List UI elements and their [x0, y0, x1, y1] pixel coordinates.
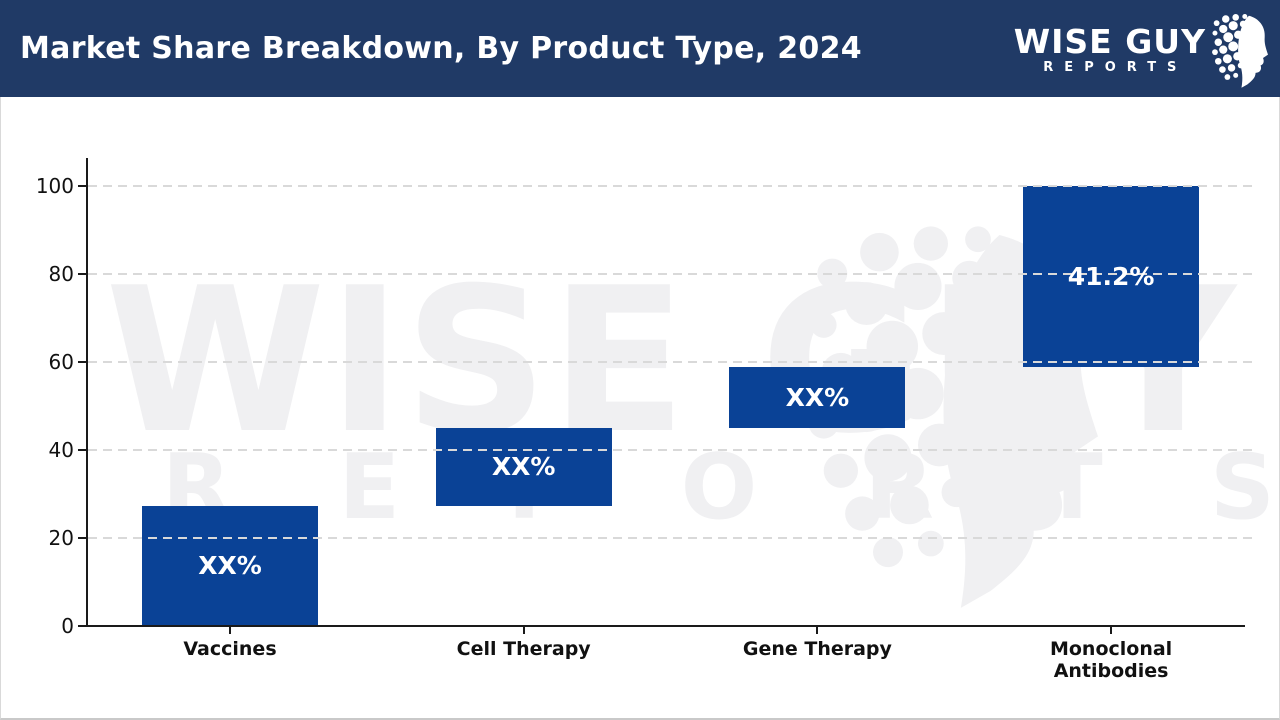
y-tick-label-0: 0 — [61, 614, 74, 638]
bar-cell-therapy: XX% — [435, 428, 612, 506]
y-tick-40 — [78, 449, 88, 451]
gridline-60 — [88, 361, 1253, 363]
y-tick-0 — [78, 625, 88, 627]
y-tick-80 — [78, 273, 88, 275]
gridline-100 — [88, 185, 1253, 187]
x-tick-vaccines — [229, 626, 231, 634]
bar-value-label: XX% — [198, 551, 262, 581]
gridline-40 — [88, 449, 1253, 451]
logo-text: WISE GUY REPORTS — [1014, 24, 1206, 76]
y-tick-label-40: 40 — [48, 438, 74, 462]
y-tick-100 — [78, 185, 88, 187]
gridline-80 — [88, 273, 1253, 275]
category-label-gene-therapy: Gene Therapy — [742, 638, 892, 660]
y-tick-20 — [78, 537, 88, 539]
logo-wordmark: WISE GUY — [1013, 22, 1206, 61]
x-tick-cell-therapy — [522, 626, 525, 634]
y-tick-60 — [78, 361, 88, 363]
category-label-vaccines: Vaccines — [183, 638, 277, 660]
y-tick-label-20: 20 — [48, 526, 74, 550]
x-axis-line — [86, 625, 1245, 627]
x-tick-gene-therapy — [816, 626, 819, 634]
logo-subtext: REPORTS — [1043, 60, 1188, 75]
bar-gene-therapy: XX% — [729, 367, 906, 428]
bar-vaccines: XX% — [142, 505, 318, 626]
category-label-cell-therapy: Cell Therapy — [456, 638, 591, 660]
y-tick-label-80: 80 — [48, 262, 74, 286]
x-tick-monoclonal-antibodies — [1110, 626, 1113, 634]
y-tick-label-100: 100 — [35, 174, 74, 198]
bar-value-label: XX% — [491, 452, 556, 482]
wise-guy-logo: WISE GUY REPORTS — [1014, 8, 1268, 92]
bar-value-label: 41.2% — [1067, 262, 1155, 292]
y-axis-line — [86, 158, 88, 627]
bar-monoclonal-antibodies: 41.2% — [1023, 186, 1200, 368]
page-title: Market Share Breakdown, By Product Type,… — [20, 31, 862, 66]
category-label-monoclonal-antibodies: Monoclonal Antibodies — [1049, 638, 1173, 682]
y-tick-label-60: 60 — [48, 350, 74, 374]
header-bar: Market Share Breakdown, By Product Type,… — [0, 0, 1280, 97]
gridline-20 — [88, 537, 1253, 539]
bar-value-label: XX% — [785, 383, 850, 413]
